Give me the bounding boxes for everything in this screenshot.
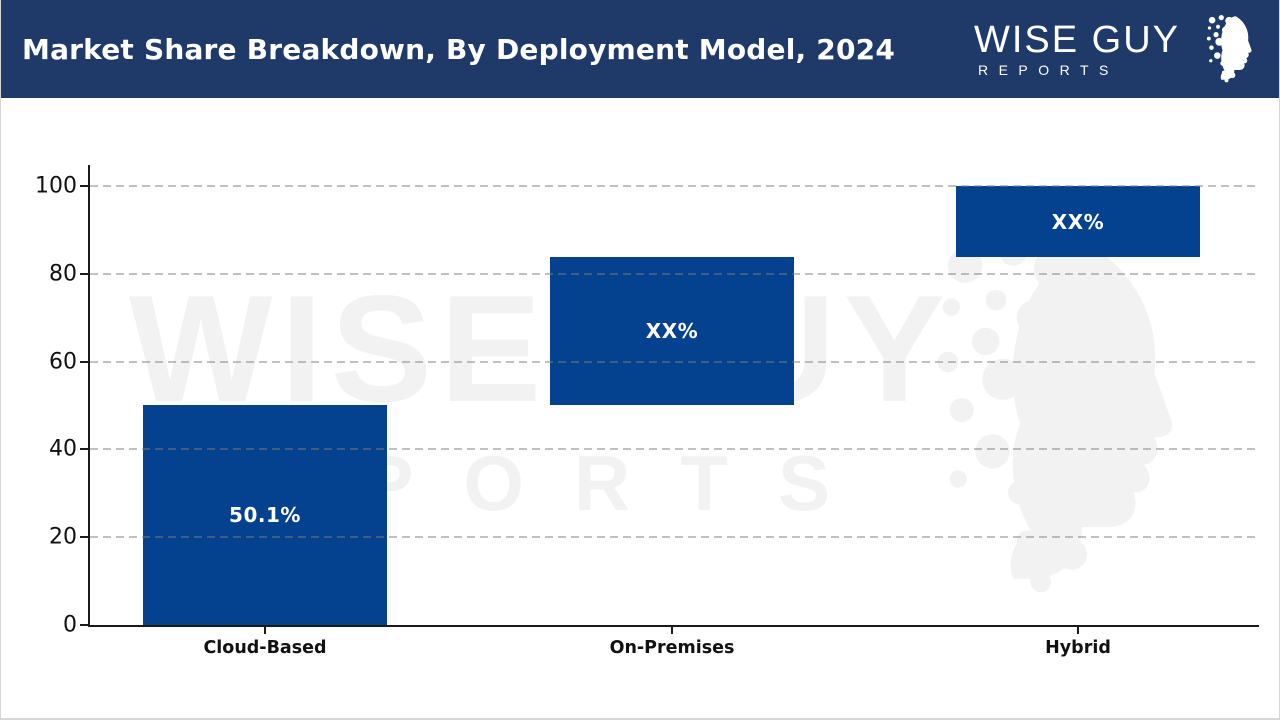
y-tick-label-20: 20: [49, 524, 77, 550]
y-tick-label-60: 60: [49, 349, 77, 375]
x-axis-label-hybrid: Hybrid: [1045, 638, 1111, 658]
logo-name: WISE GUY: [973, 19, 1180, 61]
x-axis-label-on-premises: On-Premises: [609, 638, 735, 658]
bar-on-premises: XX%: [550, 257, 794, 406]
bar-value-label-cloud-based: 50.1%: [229, 503, 301, 528]
y-tick-40: [80, 448, 88, 451]
brand-logo: WISE GUY REPORTS: [974, 9, 1254, 89]
x-axis-label-cloud-based: Cloud-Based: [203, 638, 327, 658]
y-tick-0: [80, 624, 88, 626]
bar-value-label-on-premises: XX%: [645, 319, 699, 344]
gridline-80: [90, 272, 1259, 275]
y-tick-100: [80, 185, 88, 187]
gridline-100: [90, 185, 1259, 187]
header: Market Share Breakdown, By Deployment Mo…: [1, 0, 1279, 98]
y-tick-label-0: 0: [63, 612, 77, 638]
y-tick-label-100: 100: [35, 173, 77, 199]
logo-wordmark: WISE GUY REPORTS: [974, 21, 1180, 77]
bar-cloud-based: 50.1%: [143, 405, 387, 625]
x-tick-cloud-based: [264, 627, 266, 634]
x-tick-on-premises: [671, 627, 673, 634]
logo-head-icon: [1206, 14, 1252, 83]
y-tick-80: [80, 272, 88, 275]
y-tick-20: [80, 536, 88, 539]
gridline-60: [90, 360, 1259, 363]
y-tick-label-40: 40: [49, 436, 77, 462]
bar-hybrid: XX%: [956, 186, 1200, 258]
gridline-40: [90, 448, 1259, 451]
logo-subtitle: REPORTS: [977, 62, 1119, 78]
y-axis-line: [88, 165, 90, 627]
y-tick-label-80: 80: [49, 261, 77, 287]
gridline-20: [90, 536, 1259, 539]
x-tick-hybrid: [1077, 627, 1079, 634]
y-tick-60: [80, 360, 88, 363]
x-axis-line: [88, 625, 1259, 627]
page-title: Market Share Breakdown, By Deployment Mo…: [22, 32, 896, 66]
bar-value-label-hybrid: XX%: [1051, 209, 1105, 234]
